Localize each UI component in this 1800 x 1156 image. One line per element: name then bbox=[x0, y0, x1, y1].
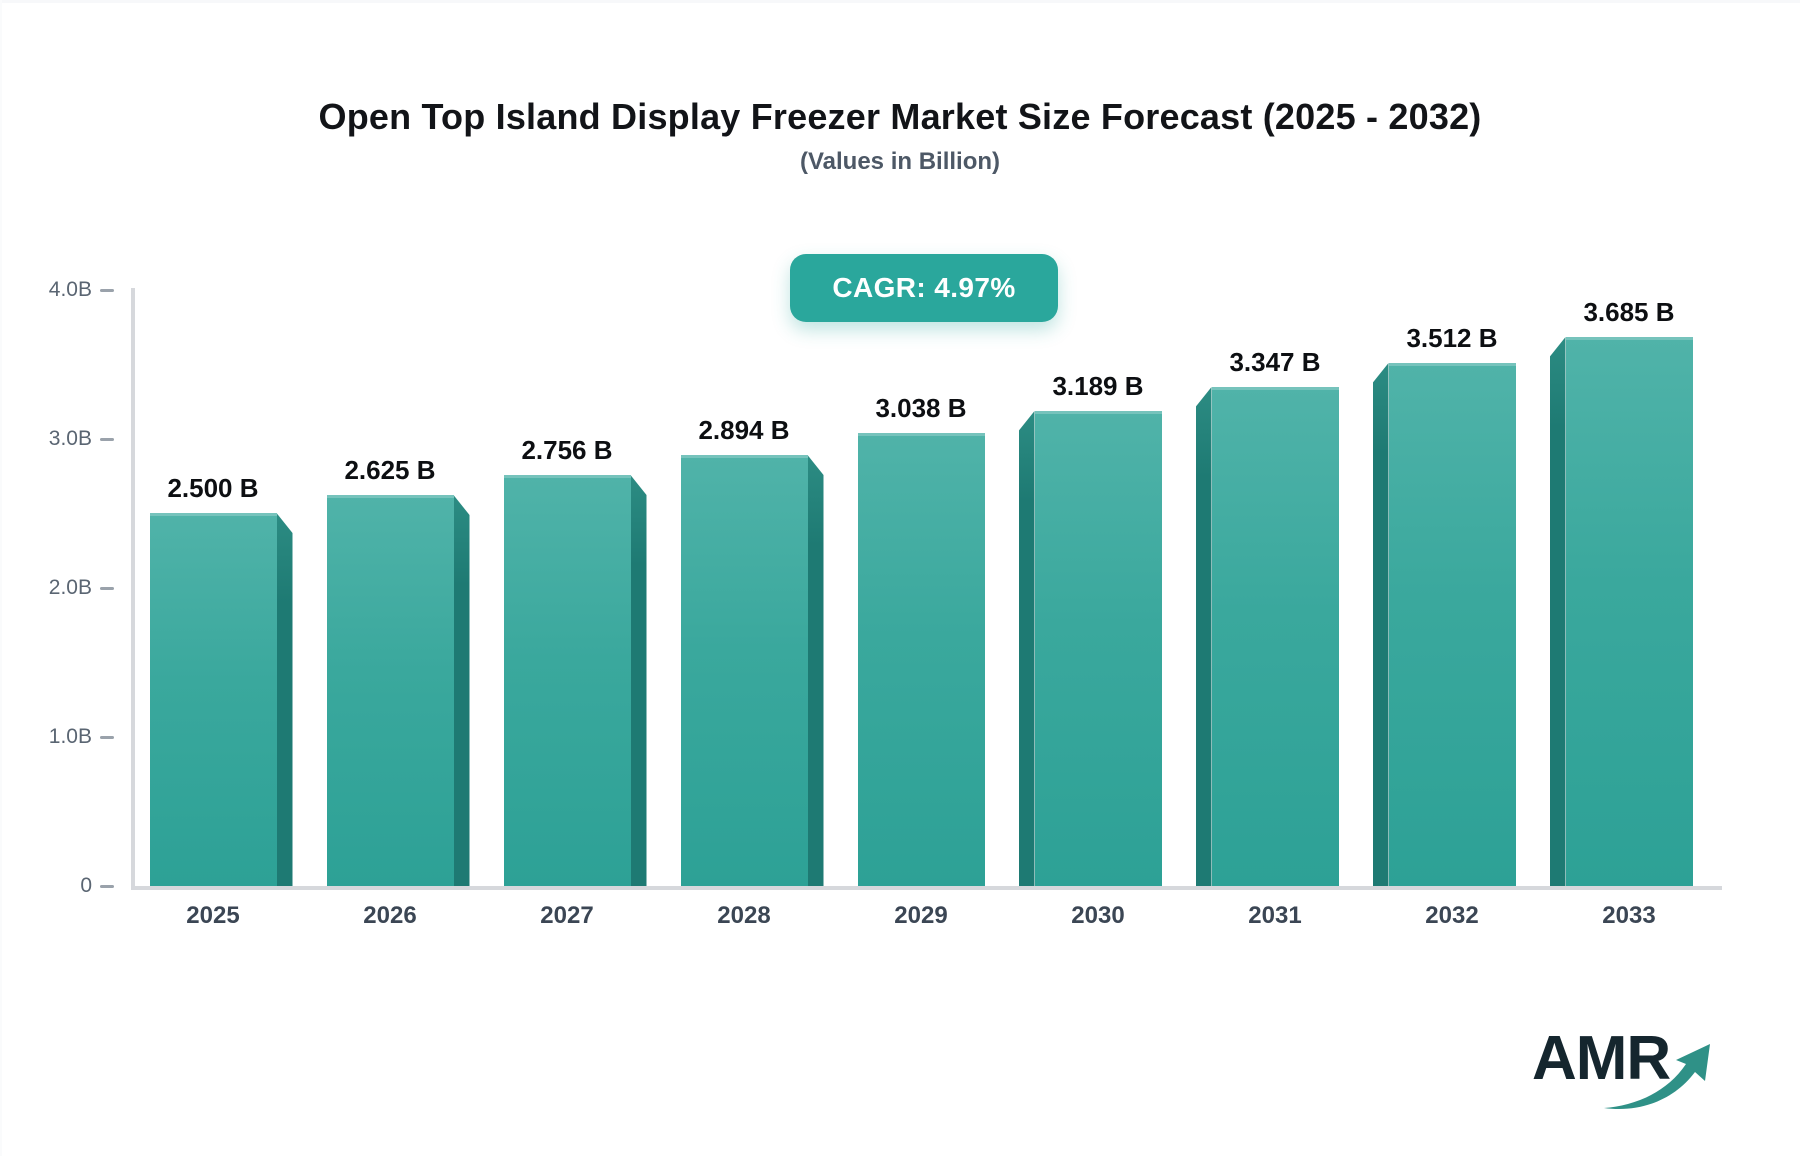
bar-side-2031 bbox=[1195, 387, 1212, 886]
amr-logo-text: AMR bbox=[1532, 1024, 1671, 1093]
bar-value-label-2033: 3.685 B bbox=[1583, 297, 1675, 327]
bar-value-label-2025: 2.500 B bbox=[167, 473, 259, 503]
y-axis-tick-mark bbox=[100, 289, 114, 292]
bar-side-2025 bbox=[276, 513, 293, 886]
bar-2028[interactable] bbox=[680, 455, 808, 886]
bar-2029[interactable] bbox=[857, 433, 985, 886]
bar-value-label-2027: 2.756 B bbox=[521, 435, 613, 465]
amr-logo: AMR bbox=[1532, 1028, 1722, 1120]
y-axis-tick-label: 4.0B bbox=[48, 278, 92, 301]
x-axis-label-2033: 2033 bbox=[1602, 902, 1656, 929]
x-axis-baseline bbox=[131, 886, 1722, 890]
x-axis-label-2030: 2030 bbox=[1071, 902, 1125, 929]
y-axis-line bbox=[131, 288, 135, 890]
bar-2031[interactable] bbox=[1211, 387, 1339, 886]
x-axis-label-2031: 2031 bbox=[1248, 902, 1302, 929]
chart-subtitle: (Values in Billion) bbox=[799, 148, 1001, 175]
y-axis-tick-label: 1.0B bbox=[48, 725, 92, 748]
bar-value-label-2030: 3.189 B bbox=[1052, 371, 1144, 401]
growth-arrow-icon bbox=[1604, 1044, 1710, 1110]
chart-title: Open Top Island Display Freezer Market S… bbox=[318, 96, 1482, 137]
cagr-badge: CAGR: 4.97% bbox=[790, 254, 1058, 322]
bar-side-2033 bbox=[1549, 337, 1566, 886]
bar-side-2026 bbox=[453, 495, 470, 886]
window-top-edge bbox=[0, 0, 1800, 3]
y-axis-tick-mark bbox=[100, 587, 114, 590]
bar-side-2027 bbox=[630, 475, 647, 886]
y-axis-tick-mark bbox=[100, 438, 114, 441]
bar-side-2028 bbox=[807, 455, 824, 886]
x-axis-label-2028: 2028 bbox=[717, 902, 771, 929]
y-axis-tick-mark bbox=[100, 885, 114, 888]
bar-value-label-2032: 3.512 B bbox=[1406, 323, 1498, 353]
bar-2030[interactable] bbox=[1034, 411, 1162, 886]
bar-2032[interactable] bbox=[1388, 363, 1516, 886]
x-axis-label-2025: 2025 bbox=[186, 902, 240, 929]
y-axis-tick-label: 2.0B bbox=[48, 576, 92, 599]
bar-value-label-2029: 3.038 B bbox=[875, 393, 967, 423]
bar-2026[interactable] bbox=[326, 495, 454, 886]
x-axis-label-2029: 2029 bbox=[894, 902, 948, 929]
bar-2033[interactable] bbox=[1565, 337, 1693, 886]
bar-value-label-2026: 2.625 B bbox=[344, 455, 436, 485]
cagr-badge-label: CAGR: 4.97% bbox=[832, 272, 1016, 303]
bar-side-2032 bbox=[1372, 363, 1389, 886]
bar-value-label-2031: 3.347 B bbox=[1229, 347, 1321, 377]
y-axis-tick-label: 3.0B bbox=[48, 427, 92, 450]
x-axis-label-2026: 2026 bbox=[363, 902, 417, 929]
bar-2027[interactable] bbox=[503, 475, 631, 886]
x-axis-label-2032: 2032 bbox=[1425, 902, 1479, 929]
window-left-edge bbox=[0, 0, 2, 1156]
y-axis-tick-label: 0 bbox=[80, 874, 92, 897]
bar-side-2030 bbox=[1018, 411, 1035, 886]
y-axis-tick-mark bbox=[100, 736, 114, 739]
bar-value-label-2028: 2.894 B bbox=[698, 415, 790, 445]
bar-2025[interactable] bbox=[149, 513, 277, 886]
x-axis-label-2027: 2027 bbox=[540, 902, 594, 929]
